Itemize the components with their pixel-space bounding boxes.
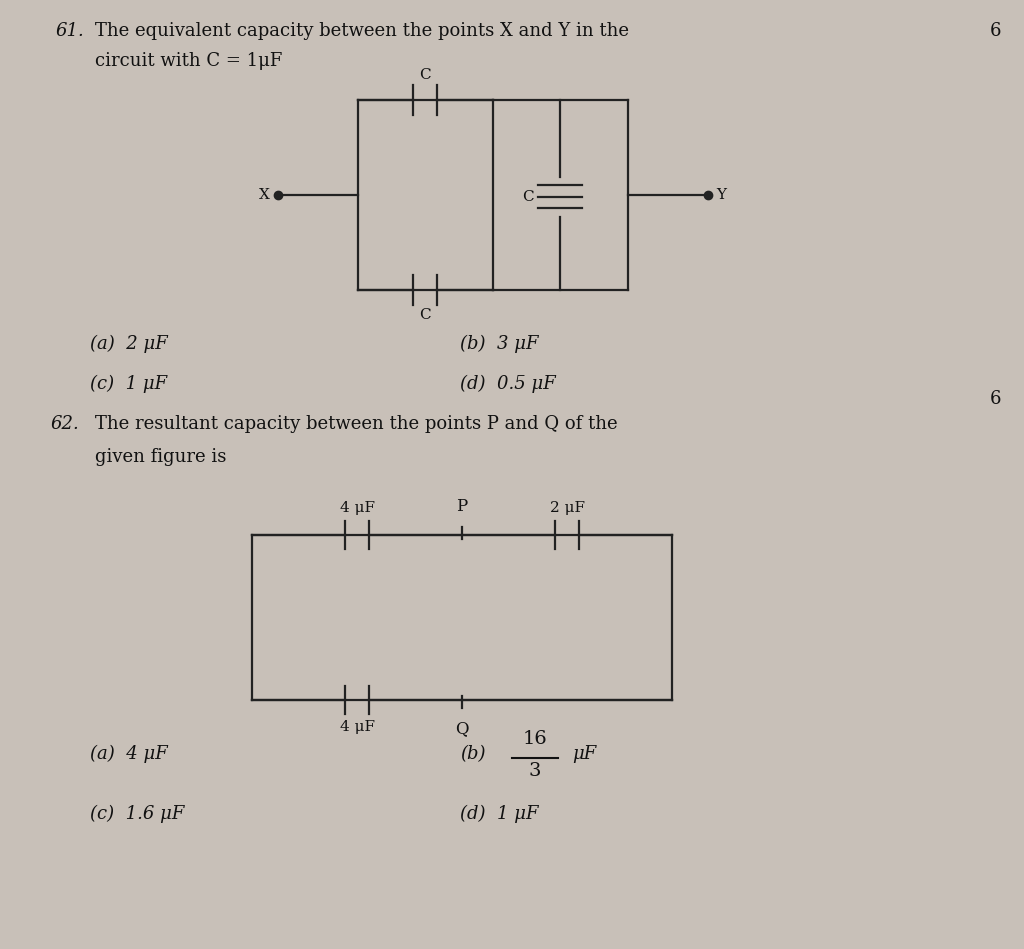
Text: (b)  3 μF: (b) 3 μF xyxy=(460,335,539,353)
Text: Q: Q xyxy=(456,720,469,737)
Text: X: X xyxy=(259,188,270,202)
Text: (d)  0.5 μF: (d) 0.5 μF xyxy=(460,375,556,393)
Text: 3: 3 xyxy=(528,762,542,780)
Text: 62.: 62. xyxy=(50,415,79,433)
Text: 4 μF: 4 μF xyxy=(340,501,375,515)
Text: (b): (b) xyxy=(460,745,485,763)
Text: C: C xyxy=(419,68,431,82)
Text: (a)  2 μF: (a) 2 μF xyxy=(90,335,168,353)
Text: (a)  4 μF: (a) 4 μF xyxy=(90,745,168,763)
Text: C: C xyxy=(419,308,431,322)
Text: The equivalent capacity between the points X and Y in the: The equivalent capacity between the poin… xyxy=(95,22,629,40)
Text: Y: Y xyxy=(716,188,726,202)
Text: 6: 6 xyxy=(990,22,1001,40)
Text: 6: 6 xyxy=(990,390,1001,408)
Text: circuit with C = 1μF: circuit with C = 1μF xyxy=(95,52,283,70)
Text: (c)  1.6 μF: (c) 1.6 μF xyxy=(90,805,184,823)
Text: given figure is: given figure is xyxy=(95,448,226,466)
Text: P: P xyxy=(457,498,468,515)
Text: C: C xyxy=(522,190,534,204)
Text: (d)  1 μF: (d) 1 μF xyxy=(460,805,539,823)
Text: 4 μF: 4 μF xyxy=(340,720,375,734)
Text: (c)  1 μF: (c) 1 μF xyxy=(90,375,167,393)
Text: The resultant capacity between the points P and Q of the: The resultant capacity between the point… xyxy=(95,415,617,433)
Text: 61.: 61. xyxy=(55,22,84,40)
Text: 16: 16 xyxy=(522,730,548,748)
Text: 2 μF: 2 μF xyxy=(550,501,585,515)
Text: μF: μF xyxy=(572,745,596,763)
